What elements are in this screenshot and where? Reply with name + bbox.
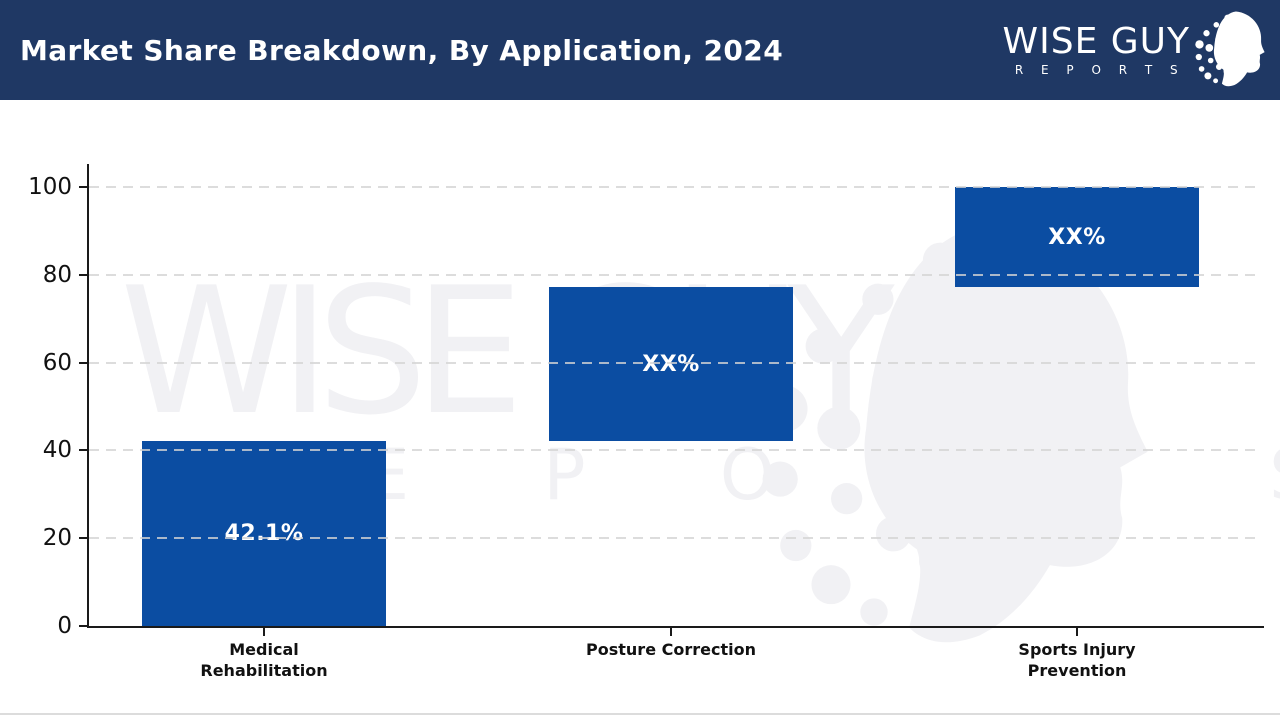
gridline-100: [89, 186, 1262, 188]
bar-value-label: XX%: [642, 351, 700, 377]
bar-value-label: 42.1%: [224, 521, 304, 547]
y-axis-line: [87, 164, 89, 628]
y-tick-mark: [79, 537, 87, 540]
category-label: Posture Correction: [586, 640, 756, 659]
gridline-40: [89, 449, 1262, 452]
x-tick-mark: [1076, 628, 1078, 636]
y-tick-mark: [79, 273, 87, 276]
bar-segment: XX%: [549, 287, 793, 442]
x-tick-mark: [670, 628, 672, 636]
logo-wordmark: WISE GUY: [1002, 20, 1190, 62]
y-tick-label: 80: [42, 261, 72, 288]
y-tick-mark: [79, 625, 87, 627]
bar-segment: 42.1%: [142, 441, 386, 626]
logo-text: WISE GUY R E P O R T S: [1002, 20, 1191, 77]
bar-value-label: XX%: [1048, 224, 1106, 250]
category-label: Sports Injury Prevention: [1018, 640, 1136, 680]
y-tick-mark: [79, 449, 87, 452]
bottom-border: [0, 713, 1280, 715]
header: Market Share Breakdown, By Application, …: [0, 0, 1280, 100]
category-label: Medical Rehabilitation: [200, 640, 328, 680]
x-axis-line: [87, 626, 1264, 628]
bar-segment: XX%: [955, 187, 1199, 288]
page-title: Market Share Breakdown, By Application, …: [20, 33, 784, 67]
y-tick-label: 0: [57, 613, 72, 639]
logo-subtext: R E P O R T S: [1014, 62, 1185, 77]
y-tick-label: 40: [42, 437, 72, 464]
gridline-80: [89, 273, 1262, 276]
gridline-20: [89, 537, 1262, 540]
y-tick-label: 20: [42, 525, 72, 552]
x-tick-mark: [263, 628, 265, 636]
wiseguy-logo: WISE GUY R E P O R T S: [1003, 8, 1271, 92]
y-tick-mark: [79, 186, 87, 188]
y-tick-mark: [79, 361, 87, 364]
y-tick-label: 100: [28, 174, 72, 200]
y-tick-label: 60: [42, 349, 72, 376]
gridline-60: [89, 361, 1262, 364]
